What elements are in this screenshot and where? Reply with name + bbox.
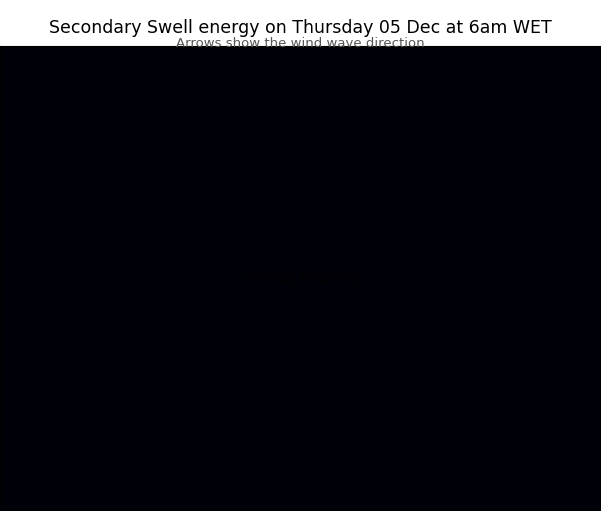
Text: Secondary Swell energy on Thursday 05 Dec at 6am WET: Secondary Swell energy on Thursday 05 De… [49, 19, 552, 37]
Text: Arrows show the wind wave direction: Arrows show the wind wave direction [176, 37, 425, 50]
Text: cartopy required: cartopy required [243, 271, 358, 286]
